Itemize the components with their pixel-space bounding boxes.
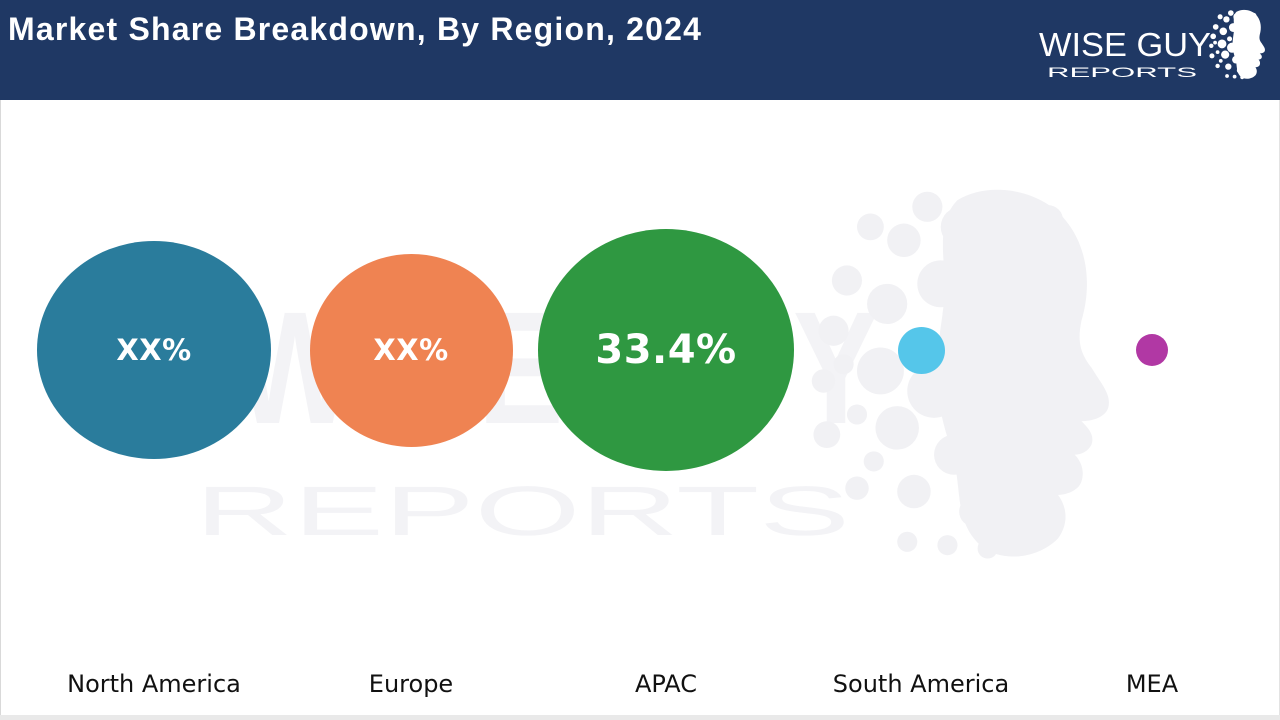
page-title: Market Share Breakdown, By Region, 2024	[8, 11, 703, 47]
slide-bottom-border	[0, 715, 1280, 720]
category-label-mea: MEA	[1125, 670, 1179, 698]
bubble-north-america: XX%	[37, 241, 271, 459]
category-label-europe: Europe	[368, 670, 454, 698]
bubble-south-america	[897, 326, 945, 374]
category-label-apac: APAC	[634, 670, 698, 698]
slide-left-border	[0, 100, 1, 720]
header-bar: Market Share Breakdown, By Region, 2024 …	[0, 0, 1280, 100]
wise-guy-reports-logo: WISE GUY REPORTS	[1039, 9, 1265, 80]
bubble-value-label: XX%	[373, 333, 449, 367]
logo-secondary-text: REPORTS	[1047, 64, 1197, 80]
bubble-chart: XX% North America XX% Europe 33.4% APAC South …	[0, 100, 1280, 720]
bubble-apac: 33.4%	[538, 229, 794, 471]
bubble-value-label: 33.4%	[595, 327, 737, 373]
bubble-europe: XX%	[309, 253, 513, 447]
bubble-mea	[1136, 334, 1168, 366]
logo-head-icon	[1209, 9, 1265, 80]
category-label-north-america: North America	[67, 670, 241, 698]
bubble-value-label: XX%	[116, 333, 192, 367]
logo-primary-text: WISE GUY	[1039, 26, 1211, 63]
category-label-south-america: South America	[832, 670, 1010, 698]
